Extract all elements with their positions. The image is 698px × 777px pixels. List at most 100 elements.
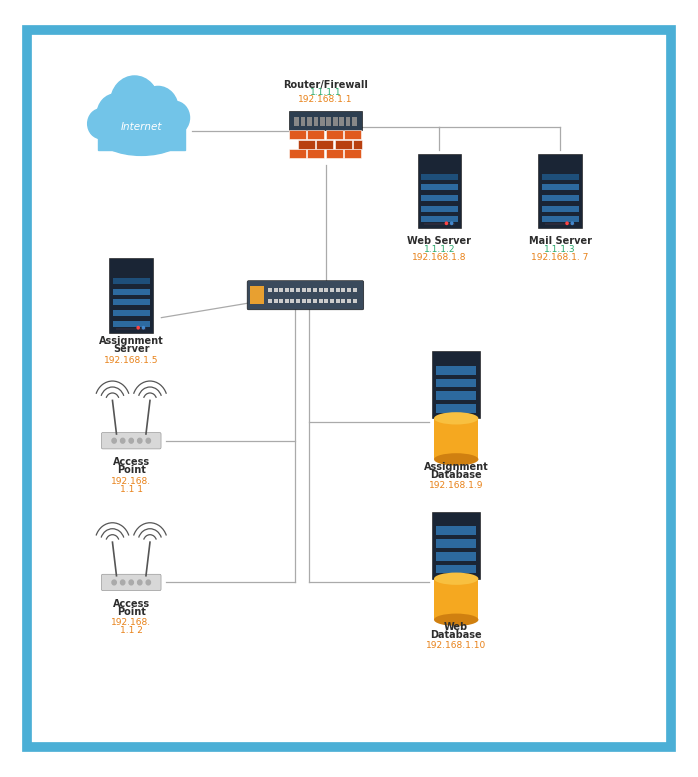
Circle shape [129, 580, 133, 585]
FancyBboxPatch shape [336, 287, 340, 292]
Circle shape [112, 438, 117, 443]
FancyBboxPatch shape [112, 310, 150, 316]
FancyBboxPatch shape [325, 287, 329, 292]
Circle shape [445, 222, 447, 225]
FancyBboxPatch shape [279, 298, 283, 303]
FancyBboxPatch shape [417, 154, 461, 228]
Text: 1.1 1: 1.1 1 [120, 485, 142, 493]
FancyBboxPatch shape [542, 206, 579, 211]
FancyBboxPatch shape [424, 223, 454, 225]
FancyBboxPatch shape [436, 565, 477, 573]
FancyBboxPatch shape [307, 298, 311, 303]
FancyBboxPatch shape [247, 280, 364, 310]
FancyBboxPatch shape [327, 117, 331, 126]
Ellipse shape [98, 114, 185, 155]
Circle shape [112, 580, 117, 585]
FancyBboxPatch shape [289, 149, 306, 158]
Text: 192.168.1.8: 192.168.1.8 [413, 253, 467, 263]
FancyBboxPatch shape [341, 298, 346, 303]
Circle shape [146, 580, 151, 585]
FancyBboxPatch shape [325, 298, 329, 303]
FancyBboxPatch shape [295, 117, 299, 126]
Text: 192.168.: 192.168. [111, 618, 151, 627]
FancyBboxPatch shape [436, 526, 477, 535]
FancyBboxPatch shape [313, 298, 317, 303]
Circle shape [129, 438, 133, 443]
FancyBboxPatch shape [325, 149, 343, 158]
Circle shape [566, 222, 568, 225]
Circle shape [121, 438, 125, 443]
Text: 192.168.1. 7: 192.168.1. 7 [531, 253, 588, 263]
FancyBboxPatch shape [352, 298, 357, 303]
FancyBboxPatch shape [542, 184, 579, 190]
Text: Internet: Internet [121, 123, 162, 132]
FancyBboxPatch shape [307, 117, 312, 126]
FancyBboxPatch shape [274, 298, 278, 303]
FancyBboxPatch shape [434, 418, 478, 459]
Text: Assignment: Assignment [99, 336, 163, 347]
Text: 192.168.1.5: 192.168.1.5 [104, 356, 158, 364]
Circle shape [451, 222, 453, 225]
FancyBboxPatch shape [436, 378, 477, 388]
Circle shape [142, 326, 144, 329]
FancyBboxPatch shape [421, 174, 458, 179]
FancyBboxPatch shape [352, 117, 357, 126]
FancyBboxPatch shape [307, 131, 324, 139]
FancyBboxPatch shape [346, 117, 350, 126]
Circle shape [138, 438, 142, 443]
Ellipse shape [434, 412, 478, 424]
FancyBboxPatch shape [320, 117, 325, 126]
Circle shape [137, 326, 140, 329]
FancyBboxPatch shape [432, 511, 480, 579]
FancyBboxPatch shape [542, 195, 579, 201]
FancyBboxPatch shape [330, 287, 334, 292]
Text: Mail Server: Mail Server [528, 235, 592, 246]
Text: 1.1.1.2: 1.1.1.2 [424, 246, 455, 254]
Circle shape [110, 76, 158, 130]
FancyBboxPatch shape [344, 131, 361, 139]
Text: Database: Database [431, 630, 482, 640]
Circle shape [160, 101, 190, 134]
FancyBboxPatch shape [421, 195, 458, 201]
Circle shape [121, 580, 125, 585]
FancyBboxPatch shape [290, 298, 295, 303]
FancyBboxPatch shape [112, 278, 150, 284]
FancyBboxPatch shape [336, 298, 340, 303]
FancyBboxPatch shape [319, 287, 322, 292]
Text: 192.168.1.1: 192.168.1.1 [298, 95, 352, 103]
FancyBboxPatch shape [353, 140, 362, 148]
Text: 1.1.1.3: 1.1.1.3 [544, 246, 576, 254]
FancyBboxPatch shape [313, 117, 318, 126]
FancyBboxPatch shape [298, 140, 315, 148]
FancyBboxPatch shape [333, 117, 338, 126]
FancyBboxPatch shape [279, 287, 283, 292]
FancyBboxPatch shape [116, 328, 147, 329]
FancyBboxPatch shape [268, 298, 272, 303]
FancyBboxPatch shape [542, 216, 579, 222]
FancyBboxPatch shape [285, 298, 289, 303]
FancyBboxPatch shape [302, 287, 306, 292]
FancyBboxPatch shape [432, 351, 480, 418]
FancyBboxPatch shape [289, 111, 362, 130]
Text: 192.168.1.10: 192.168.1.10 [426, 641, 487, 650]
Text: 192.168.: 192.168. [111, 476, 151, 486]
Text: 192.168.1.9: 192.168.1.9 [429, 481, 484, 490]
FancyBboxPatch shape [339, 117, 344, 126]
Text: Web Server: Web Server [408, 235, 471, 246]
FancyBboxPatch shape [436, 539, 477, 548]
FancyBboxPatch shape [101, 433, 161, 449]
Text: Server: Server [113, 344, 149, 354]
Circle shape [88, 109, 114, 138]
FancyBboxPatch shape [352, 287, 357, 292]
Ellipse shape [434, 573, 478, 585]
FancyBboxPatch shape [542, 174, 579, 179]
FancyBboxPatch shape [545, 223, 575, 225]
FancyBboxPatch shape [347, 298, 351, 303]
Circle shape [138, 86, 178, 131]
FancyBboxPatch shape [251, 286, 264, 305]
Text: Web: Web [444, 622, 468, 632]
FancyBboxPatch shape [341, 287, 346, 292]
FancyBboxPatch shape [307, 149, 324, 158]
FancyBboxPatch shape [274, 287, 278, 292]
Circle shape [146, 438, 151, 443]
